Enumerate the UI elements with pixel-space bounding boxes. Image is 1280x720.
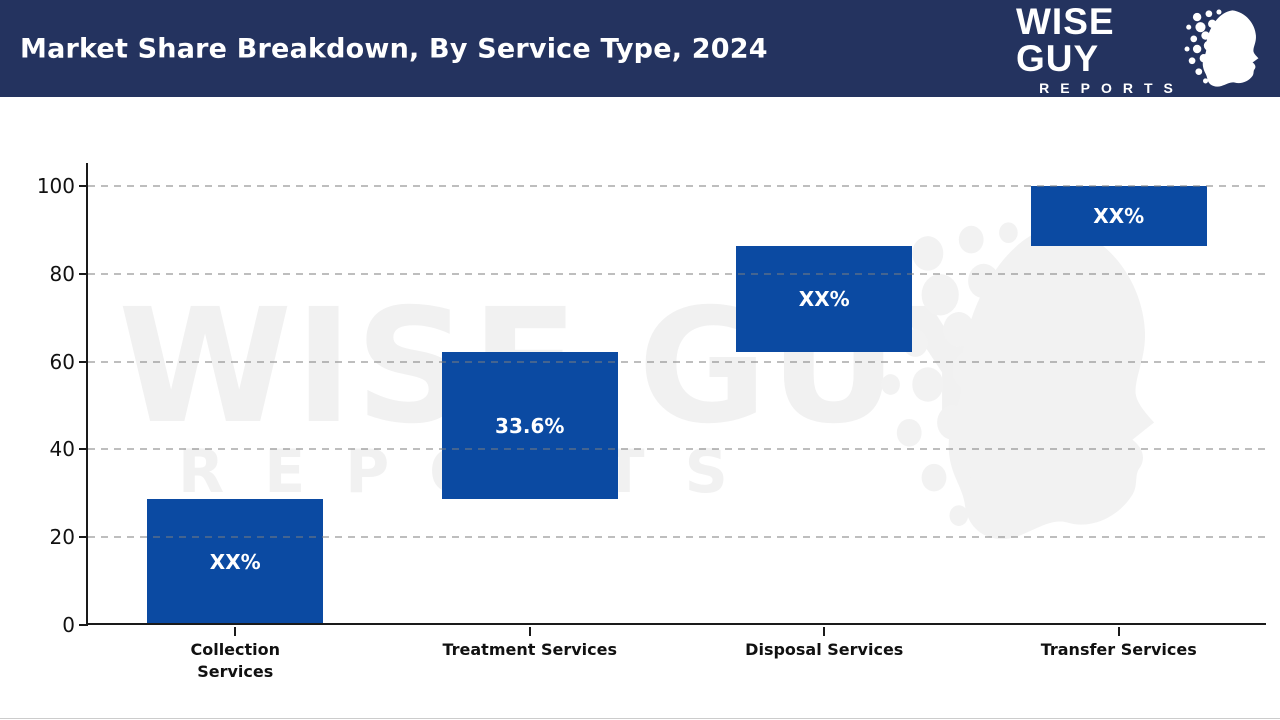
chart-title: Market Share Breakdown, By Service Type,… <box>20 33 768 64</box>
bar-value-label: XX% <box>209 550 261 575</box>
y-axis-spine <box>86 163 88 625</box>
logo-text: WISE GUY REPORTS <box>1016 3 1196 95</box>
plot-area: 0 20 40 60 80 100 XX% Collection Services 33.6% T… <box>0 97 1280 720</box>
x-tick-mark <box>1117 627 1120 636</box>
bottom-border-line <box>0 718 1280 719</box>
bar-value-label: 33.6% <box>495 413 565 438</box>
wise-guy-reports-logo: WISE GUY REPORTS <box>1016 3 1266 95</box>
x-tick-mark <box>823 627 826 636</box>
y-tick-label: 20 <box>49 525 75 550</box>
x-axis-spine <box>86 623 1266 625</box>
logo-subtitle: REPORTS <box>1039 79 1184 96</box>
x-category-label: Collection Services <box>190 640 281 681</box>
logo-wordmark: WISE GUY <box>1016 0 1115 79</box>
y-tick-mark <box>79 185 88 187</box>
y-tick-label: 40 <box>49 437 75 462</box>
gridline-y-20 <box>88 536 1266 539</box>
bar-value-label: XX% <box>1093 203 1145 228</box>
y-tick-label: 80 <box>49 261 75 286</box>
bar-value-label: XX% <box>798 286 850 311</box>
y-tick-mark <box>79 448 88 451</box>
y-tick-label: 0 <box>62 613 75 637</box>
x-category-label: Transfer Services <box>1040 640 1197 659</box>
gridline-y-60 <box>88 360 1266 363</box>
y-tick-mark <box>79 272 88 275</box>
watermark-head-icon <box>872 212 1182 557</box>
gridline-y-80 <box>88 272 1266 275</box>
x-category-label: Treatment Services <box>442 640 617 659</box>
y-tick-mark <box>79 360 88 363</box>
bar-transfer-services <box>1030 186 1207 246</box>
y-tick-mark <box>79 624 88 626</box>
x-category-label: Disposal Services <box>745 640 904 659</box>
x-tick-mark <box>528 627 531 636</box>
x-tick-mark <box>234 627 237 636</box>
y-tick-mark <box>79 536 88 539</box>
gridline-y-100 <box>88 185 1266 187</box>
bar-disposal-services <box>736 245 913 352</box>
y-tick-label: 60 <box>49 349 75 374</box>
bar-collection-services <box>147 499 324 625</box>
y-tick-label: 100 <box>36 174 75 198</box>
header-band: Market Share Breakdown, By Service Type,… <box>0 0 1280 97</box>
bar-treatment-services <box>441 351 618 500</box>
gridline-y-40 <box>88 448 1266 451</box>
